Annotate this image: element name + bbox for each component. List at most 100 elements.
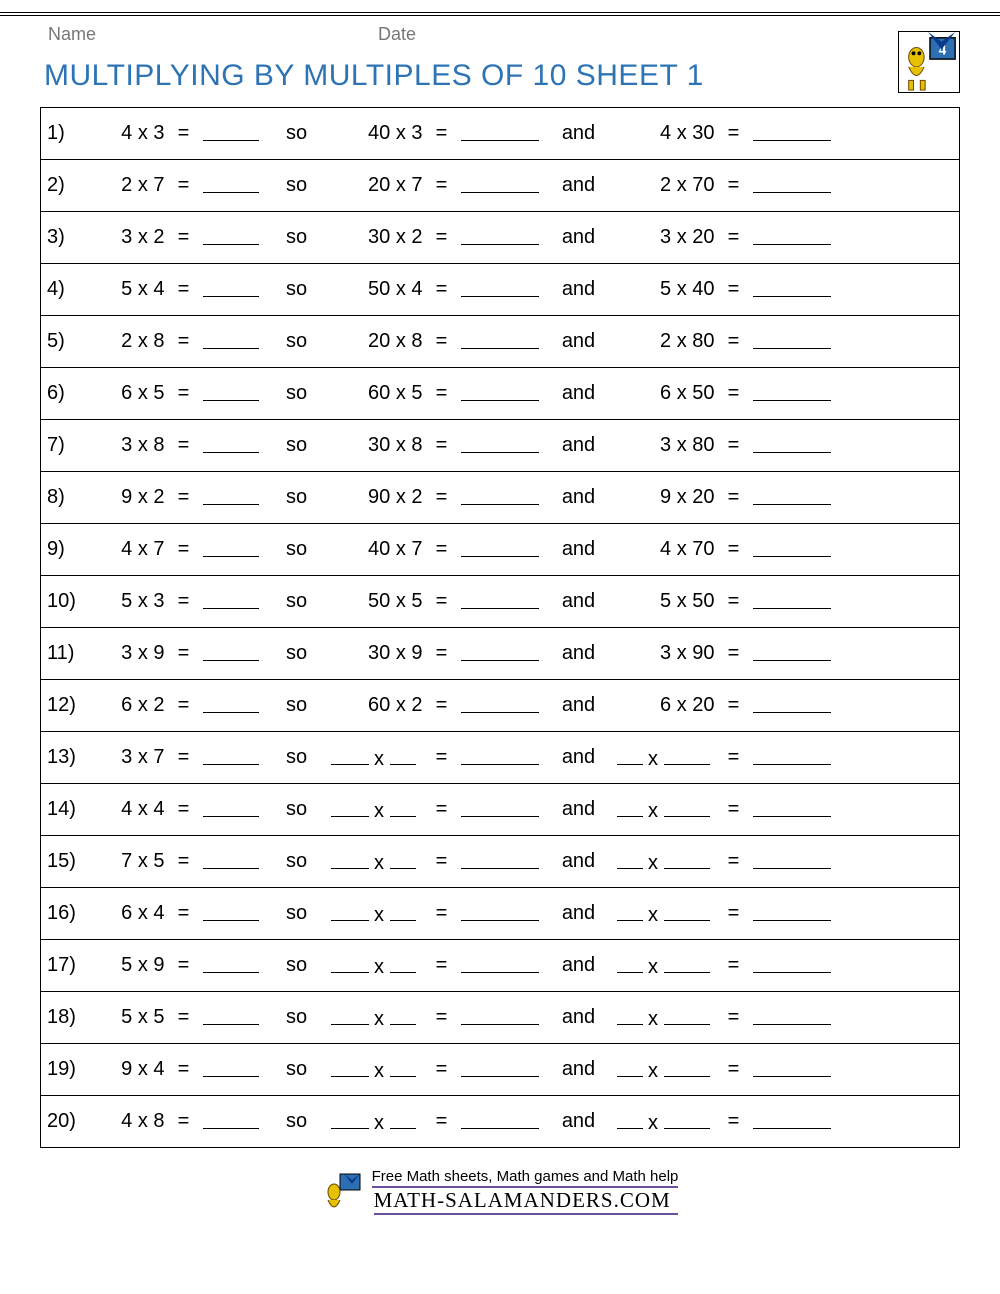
answer3-blank xyxy=(747,160,960,212)
salamander-icon xyxy=(322,1172,362,1212)
answer1-blank xyxy=(197,732,269,784)
date-label: Date xyxy=(378,24,416,45)
table-row: 12)6 x 2=so60 x 2=and6 x 20= xyxy=(41,680,960,732)
row-number: 17) xyxy=(41,940,91,992)
eq: = xyxy=(171,992,197,1044)
row-number: 8) xyxy=(41,472,91,524)
answer2-blank xyxy=(455,888,547,940)
answer1-blank xyxy=(197,524,269,576)
so-label: so xyxy=(269,108,325,160)
table-row: 10)5 x 3=so50 x 5=and5 x 50= xyxy=(41,576,960,628)
expr3-fill: x xyxy=(611,888,721,940)
expr1: 5 x 4 xyxy=(91,264,171,316)
expr1: 4 x 7 xyxy=(91,524,171,576)
eq: = xyxy=(721,940,747,992)
answer1-blank xyxy=(197,368,269,420)
row-number: 13) xyxy=(41,732,91,784)
row-number: 3) xyxy=(41,212,91,264)
expr2: 40 x 7 xyxy=(325,524,429,576)
row-number: 18) xyxy=(41,992,91,1044)
eq: = xyxy=(429,784,455,836)
answer1-blank xyxy=(197,940,269,992)
expr3-fill: x xyxy=(611,1044,721,1096)
eq: = xyxy=(429,1044,455,1096)
eq: = xyxy=(721,732,747,784)
and-label: and xyxy=(547,420,611,472)
row-number: 2) xyxy=(41,160,91,212)
eq: = xyxy=(429,992,455,1044)
expr3: 5 x 50 xyxy=(611,576,721,628)
footer-text: Free Math sheets, Math games and Math he… xyxy=(372,1168,679,1215)
expr1: 6 x 5 xyxy=(91,368,171,420)
answer2-blank xyxy=(455,160,547,212)
eq: = xyxy=(171,316,197,368)
eq: = xyxy=(171,212,197,264)
row-number: 19) xyxy=(41,1044,91,1096)
so-label: so xyxy=(269,784,325,836)
answer3-blank xyxy=(747,212,960,264)
so-label: so xyxy=(269,472,325,524)
answer1-blank xyxy=(197,784,269,836)
and-label: and xyxy=(547,108,611,160)
answer3-blank xyxy=(747,524,960,576)
answer3-blank xyxy=(747,1044,960,1096)
answer2-blank xyxy=(455,732,547,784)
expr3-fill: x xyxy=(611,784,721,836)
expr2: 40 x 3 xyxy=(325,108,429,160)
answer3-blank xyxy=(747,420,960,472)
so-label: so xyxy=(269,992,325,1044)
expr2-fill: x xyxy=(325,992,429,1044)
and-label: and xyxy=(547,472,611,524)
answer1-blank xyxy=(197,628,269,680)
and-label: and xyxy=(547,1096,611,1148)
eq: = xyxy=(429,160,455,212)
answer1-blank xyxy=(197,212,269,264)
eq: = xyxy=(721,472,747,524)
row-number: 12) xyxy=(41,680,91,732)
so-label: so xyxy=(269,160,325,212)
answer1-blank xyxy=(197,836,269,888)
meta-row: Name Date xyxy=(48,24,960,45)
answer3-blank xyxy=(747,264,960,316)
expr3: 5 x 40 xyxy=(611,264,721,316)
eq: = xyxy=(429,628,455,680)
expr2: 90 x 2 xyxy=(325,472,429,524)
expr1: 3 x 7 xyxy=(91,732,171,784)
eq: = xyxy=(429,524,455,576)
table-row: 11)3 x 9=so30 x 9=and3 x 90= xyxy=(41,628,960,680)
answer1-blank xyxy=(197,992,269,1044)
answer2-blank xyxy=(455,940,547,992)
table-row: 13)3 x 7=so x =and x = xyxy=(41,732,960,784)
table-row: 17)5 x 9=so x =and x = xyxy=(41,940,960,992)
expr3: 4 x 70 xyxy=(611,524,721,576)
so-label: so xyxy=(269,732,325,784)
eq: = xyxy=(171,680,197,732)
answer1-blank xyxy=(197,160,269,212)
eq: = xyxy=(429,212,455,264)
answer2-blank xyxy=(455,680,547,732)
eq: = xyxy=(171,1096,197,1148)
so-label: so xyxy=(269,576,325,628)
expr2-fill: x xyxy=(325,1096,429,1148)
answer1-blank xyxy=(197,888,269,940)
eq: = xyxy=(171,420,197,472)
and-label: and xyxy=(547,784,611,836)
expr2: 20 x 8 xyxy=(325,316,429,368)
so-label: so xyxy=(269,836,325,888)
expr3: 4 x 30 xyxy=(611,108,721,160)
answer1-blank xyxy=(197,576,269,628)
and-label: and xyxy=(547,732,611,784)
eq: = xyxy=(429,680,455,732)
row-number: 10) xyxy=(41,576,91,628)
answer2-blank xyxy=(455,576,547,628)
row-number: 7) xyxy=(41,420,91,472)
expr2-fill: x xyxy=(325,1044,429,1096)
answer3-blank xyxy=(747,1096,960,1148)
table-row: 18)5 x 5=so x =and x = xyxy=(41,992,960,1044)
eq: = xyxy=(721,836,747,888)
expr1: 6 x 4 xyxy=(91,888,171,940)
answer3-blank xyxy=(747,472,960,524)
answer1-blank xyxy=(197,472,269,524)
expr3: 2 x 80 xyxy=(611,316,721,368)
row-number: 11) xyxy=(41,628,91,680)
